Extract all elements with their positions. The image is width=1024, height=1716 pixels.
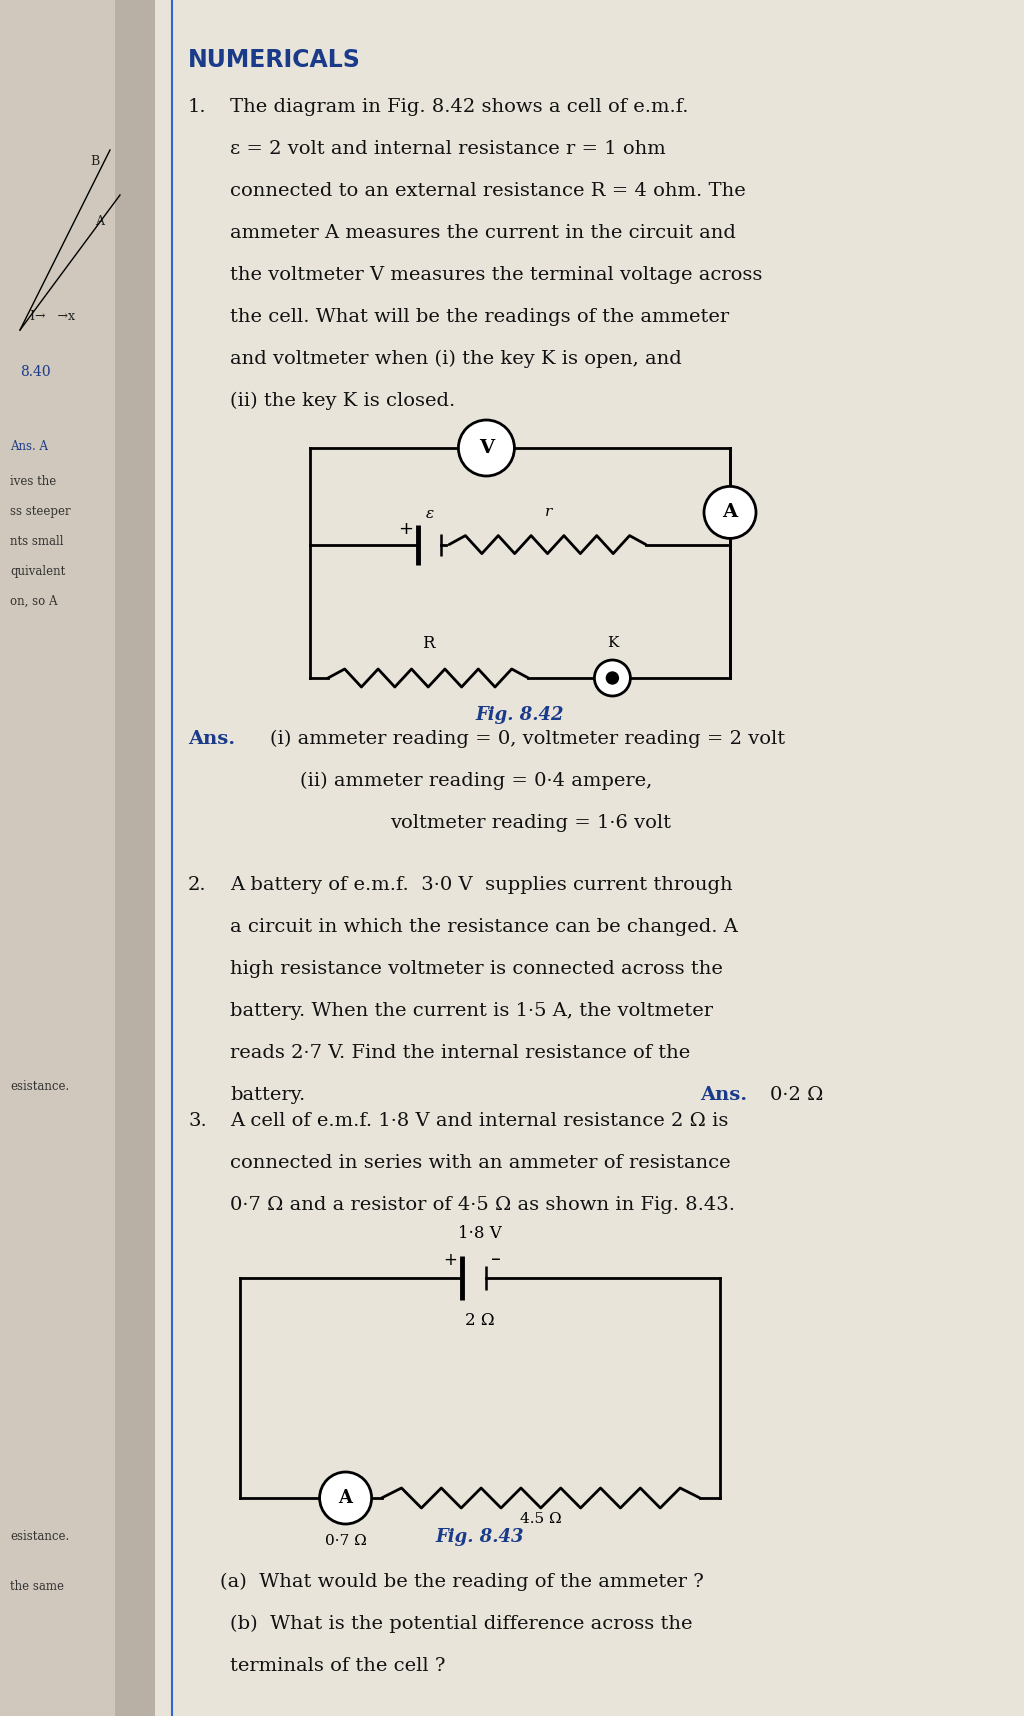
- Polygon shape: [155, 0, 1024, 1716]
- Text: 0·7 Ω: 0·7 Ω: [325, 1534, 367, 1548]
- Text: ammeter A measures the current in the circuit and: ammeter A measures the current in the ci…: [230, 225, 736, 242]
- Circle shape: [705, 486, 756, 539]
- Text: A cell of e.m.f. 1·8 V and internal resistance 2 Ω is: A cell of e.m.f. 1·8 V and internal resi…: [230, 1112, 728, 1131]
- Text: 0·2 Ω: 0·2 Ω: [770, 1086, 823, 1103]
- Text: esistance.: esistance.: [10, 1531, 70, 1543]
- Text: Fig. 8.43: Fig. 8.43: [436, 1527, 524, 1546]
- Text: (ii) the key K is closed.: (ii) the key K is closed.: [230, 391, 456, 410]
- Text: +: +: [443, 1251, 457, 1270]
- Text: terminals of the cell ?: terminals of the cell ?: [230, 1658, 445, 1675]
- Polygon shape: [0, 0, 130, 1716]
- Text: 1·8 V: 1·8 V: [458, 1225, 502, 1242]
- Text: esistance.: esistance.: [10, 1079, 70, 1093]
- Text: r: r: [545, 505, 552, 518]
- Circle shape: [594, 661, 631, 697]
- Text: connected to an external resistance R = 4 ohm. The: connected to an external resistance R = …: [230, 182, 745, 201]
- Text: ives the: ives the: [10, 475, 56, 487]
- Text: the voltmeter V measures the terminal voltage across: the voltmeter V measures the terminal vo…: [230, 266, 763, 285]
- Text: a circuit in which the resistance can be changed. A: a circuit in which the resistance can be…: [230, 918, 738, 935]
- Text: I→   →x: I→ →x: [30, 311, 75, 323]
- Text: A battery of e.m.f.  3·0 V  supplies current through: A battery of e.m.f. 3·0 V supplies curre…: [230, 875, 732, 894]
- Text: battery. When the current is 1·5 A, the voltmeter: battery. When the current is 1·5 A, the …: [230, 1002, 713, 1019]
- Text: –: –: [492, 1251, 501, 1270]
- Text: R: R: [422, 635, 434, 652]
- Text: 2.: 2.: [188, 875, 207, 894]
- Text: 3.: 3.: [188, 1112, 207, 1131]
- Text: nts small: nts small: [10, 535, 63, 547]
- Text: V: V: [479, 439, 494, 456]
- Text: Fig. 8.42: Fig. 8.42: [476, 705, 564, 724]
- Text: A: A: [723, 503, 737, 522]
- Text: the same: the same: [10, 1580, 63, 1592]
- Text: ss steeper: ss steeper: [10, 505, 71, 518]
- Circle shape: [319, 1472, 372, 1524]
- Text: 0·7 Ω and a resistor of 4·5 Ω as shown in Fig. 8.43.: 0·7 Ω and a resistor of 4·5 Ω as shown i…: [230, 1196, 735, 1213]
- Text: voltmeter reading = 1·6 volt: voltmeter reading = 1·6 volt: [390, 813, 671, 832]
- Text: +: +: [398, 520, 414, 537]
- Circle shape: [606, 673, 618, 685]
- Text: Ans.: Ans.: [700, 1086, 748, 1103]
- Text: (b)  What is the potential difference across the: (b) What is the potential difference acr…: [230, 1615, 692, 1634]
- Text: (i) ammeter reading = 0, voltmeter reading = 2 volt: (i) ammeter reading = 0, voltmeter readi…: [270, 729, 785, 748]
- Text: Ans. A: Ans. A: [10, 439, 48, 453]
- Text: B: B: [90, 154, 99, 168]
- Text: battery.: battery.: [230, 1086, 305, 1103]
- Text: (a)  What would be the reading of the ammeter ?: (a) What would be the reading of the amm…: [220, 1574, 703, 1591]
- Text: A: A: [95, 214, 104, 228]
- Text: ε = 2 volt and internal resistance r = 1 ohm: ε = 2 volt and internal resistance r = 1…: [230, 141, 666, 158]
- Text: 2 Ω: 2 Ω: [465, 1313, 495, 1328]
- Text: Ans.: Ans.: [188, 729, 236, 748]
- Text: reads 2·7 V. Find the internal resistance of the: reads 2·7 V. Find the internal resistanc…: [230, 1043, 690, 1062]
- Text: The diagram in Fig. 8.42 shows a cell of e.m.f.: The diagram in Fig. 8.42 shows a cell of…: [230, 98, 688, 117]
- Text: A: A: [339, 1489, 352, 1507]
- Text: 1.: 1.: [188, 98, 207, 117]
- Text: high resistance voltmeter is connected across the: high resistance voltmeter is connected a…: [230, 959, 723, 978]
- Text: K: K: [606, 637, 618, 650]
- Text: connected in series with an ammeter of resistance: connected in series with an ammeter of r…: [230, 1153, 731, 1172]
- Text: on, so A: on, so A: [10, 595, 57, 607]
- Circle shape: [459, 420, 514, 475]
- Text: ε: ε: [426, 506, 434, 520]
- Text: (ii) ammeter reading = 0·4 ampere,: (ii) ammeter reading = 0·4 ampere,: [300, 772, 652, 791]
- Text: and voltmeter when (i) the key K is open, and: and voltmeter when (i) the key K is open…: [230, 350, 682, 369]
- Polygon shape: [115, 0, 160, 1716]
- Text: NUMERICALS: NUMERICALS: [188, 48, 360, 72]
- Text: the cell. What will be the readings of the ammeter: the cell. What will be the readings of t…: [230, 307, 729, 326]
- Text: 4.5 Ω: 4.5 Ω: [520, 1512, 561, 1526]
- Text: 8.40: 8.40: [20, 366, 50, 379]
- Text: quivalent: quivalent: [10, 565, 66, 578]
